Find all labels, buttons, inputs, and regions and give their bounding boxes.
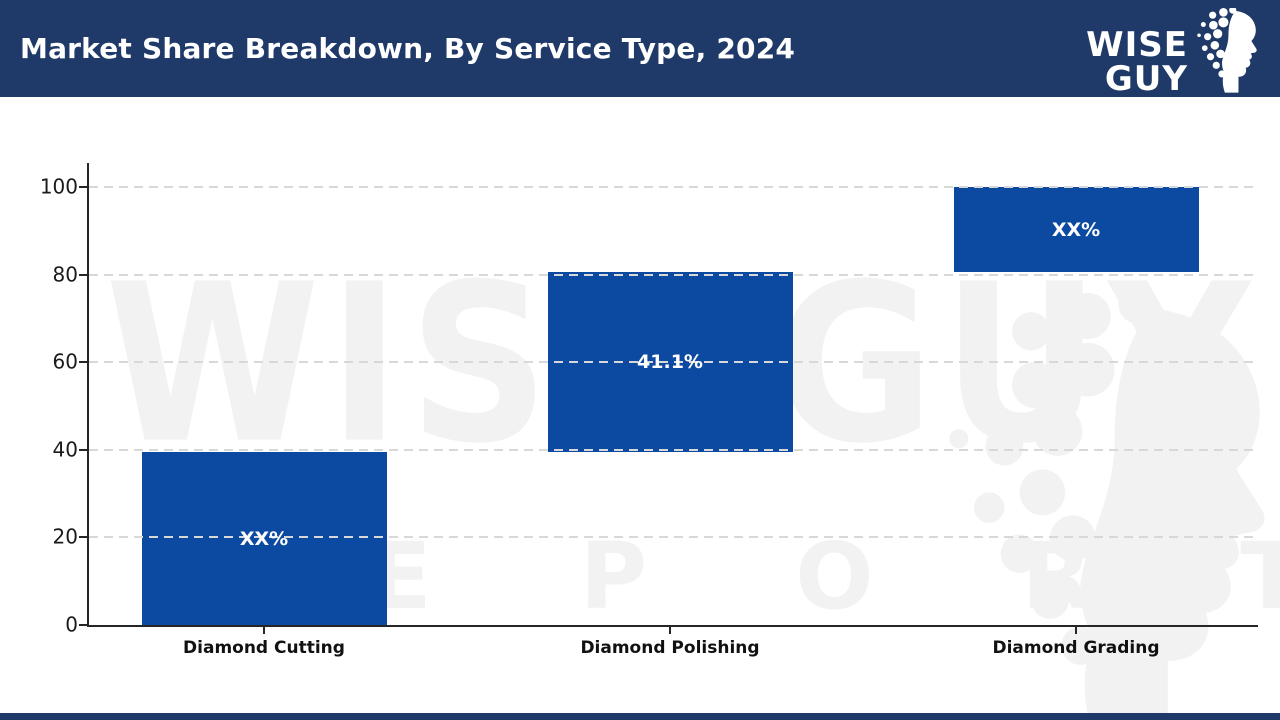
- dotted-face-icon: [1197, 8, 1257, 93]
- x-axis-category-label: Diamond Cutting: [183, 638, 345, 658]
- bar-value-label: XX%: [1051, 218, 1101, 241]
- y-tick-mark: [79, 448, 88, 451]
- chart-canvas: WISE GUY R E P O R T S 020406080100XX%Di…: [0, 97, 1280, 713]
- y-tick-mark: [79, 624, 88, 626]
- y-tick-mark: [79, 536, 88, 539]
- y-tick-mark: [79, 361, 88, 364]
- x-tick-mark: [669, 627, 671, 634]
- header-bar: Market Share Breakdown, By Service Type,…: [0, 0, 1280, 127]
- y-axis-tick-label: 60: [52, 349, 78, 374]
- y-axis-line: [87, 163, 89, 627]
- watermark-face-icon: [949, 293, 1265, 713]
- y-axis-tick-label: 20: [52, 524, 78, 549]
- gridline-60: [89, 361, 1258, 364]
- x-tick-mark: [1075, 627, 1077, 634]
- footer-bar: [0, 713, 1280, 720]
- y-tick-mark: [79, 186, 88, 188]
- x-axis-category-label: Diamond Grading: [992, 638, 1160, 658]
- plot-area: 0 20 40 60 80 100 XX% Diamond Cutting 41.1% Diamo…: [0, 97, 1280, 713]
- x-axis-line: [87, 625, 1258, 627]
- y-axis-tick-label: 100: [39, 174, 78, 199]
- y-axis-tick-label: 80: [52, 262, 78, 287]
- bar-value-label: 41.1%: [637, 351, 703, 374]
- bar-segment: [141, 452, 387, 625]
- gridline-100: [89, 186, 1258, 188]
- y-tick-mark: [79, 273, 88, 276]
- x-tick-mark: [263, 627, 265, 634]
- gridline-40: [89, 448, 1258, 451]
- wiseguy-logo: WISE GUY R E P O R T S: [1006, 6, 1266, 127]
- page-title: Market Share Breakdown, By Service Type,…: [20, 32, 796, 65]
- x-axis-category-label: Diamond Polishing: [580, 638, 760, 658]
- bar-value-label: XX%: [239, 527, 289, 550]
- logo-wordmark: WISE GUY: [1086, 25, 1188, 99]
- gridline-20: [89, 536, 1258, 539]
- y-axis-tick-label: 0: [65, 612, 78, 637]
- bar-segment: [953, 187, 1199, 273]
- y-axis-tick-label: 40: [52, 437, 78, 462]
- gridline-80: [89, 273, 1258, 276]
